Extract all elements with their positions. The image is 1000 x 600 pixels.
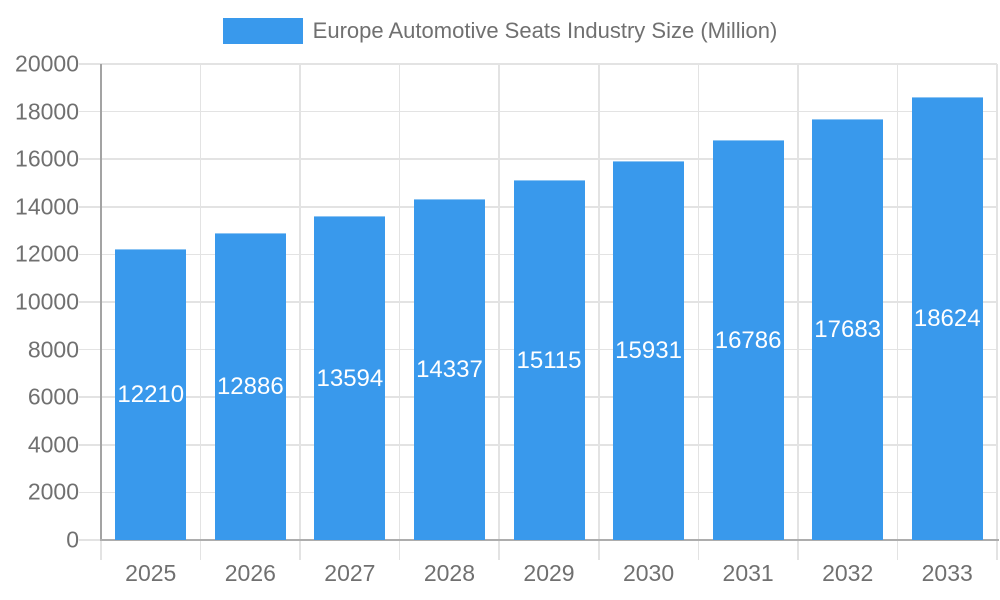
x-axis-tick	[996, 540, 998, 560]
x-axis-label: 2032	[822, 560, 874, 586]
y-axis-tick	[79, 348, 101, 351]
bar-2028[interactable]: 14337	[413, 198, 485, 540]
y-axis-label: 4000	[27, 431, 79, 458]
horizontal-gridline	[101, 63, 997, 65]
vertical-gridline	[996, 64, 998, 540]
legend-label: Europe Automotive Seats Industry Size (M…	[312, 18, 778, 43]
x-axis-label: 2028	[423, 560, 476, 586]
x-axis-label: 2031	[722, 560, 774, 586]
legend-swatch	[222, 18, 303, 44]
y-axis-tick	[79, 444, 101, 446]
x-axis-label: 2029	[523, 560, 575, 586]
y-axis-tick	[79, 63, 101, 65]
vertical-gridline	[598, 64, 600, 540]
x-axis-tick	[598, 540, 600, 560]
vertical-gridline	[896, 64, 899, 540]
legend[interactable]: Europe Automotive Seats Industry Size (M…	[0, 18, 1000, 44]
vertical-gridline	[299, 64, 301, 540]
bar-2030[interactable]: 15931	[613, 160, 685, 540]
bar-value-label: 16786	[714, 326, 782, 354]
y-axis-label: 12000	[15, 240, 79, 267]
bar-value-label: 15115	[516, 346, 582, 374]
y-axis-label: 16000	[15, 145, 79, 172]
x-axis-tick	[299, 540, 301, 560]
y-axis-label: 10000	[15, 288, 79, 315]
bar-2027[interactable]: 13594	[314, 216, 386, 540]
x-axis-line	[100, 539, 999, 541]
x-axis-tick	[398, 540, 401, 560]
bar-2026[interactable]: 12886	[214, 233, 286, 540]
vertical-gridline	[697, 64, 700, 540]
x-axis-tick	[498, 540, 500, 560]
x-axis-label: 2030	[622, 560, 675, 586]
y-axis-tick	[79, 301, 101, 303]
bar-2031[interactable]: 16786	[712, 140, 784, 540]
y-axis-tick	[79, 158, 101, 160]
bar-value-label: 18624	[913, 304, 981, 332]
y-axis-tick	[79, 253, 101, 256]
x-axis-label: 2026	[224, 560, 276, 586]
y-axis-label: 18000	[15, 98, 79, 125]
x-axis-label: 2027	[324, 560, 376, 586]
bar-2032[interactable]: 17683	[812, 119, 884, 540]
x-axis-label: 2033	[921, 560, 973, 586]
bar-value-label: 15931	[615, 336, 682, 364]
x-axis-label: 2025	[125, 560, 177, 586]
horizontal-gridline	[101, 110, 997, 113]
y-axis-label: 0	[66, 526, 79, 553]
plot-area: 12210 12886 13594 14337 15115 15931 16786 17683…	[79, 63, 999, 560]
bar-2029[interactable]: 15115	[513, 180, 585, 540]
y-axis-line	[100, 64, 102, 540]
y-axis-label: 8000	[27, 336, 79, 363]
y-axis-label: 6000	[27, 383, 79, 410]
vertical-gridline	[199, 64, 202, 540]
x-axis-tick	[896, 540, 899, 560]
bar-2033[interactable]: 18624	[911, 96, 983, 540]
x-axis-tick	[199, 540, 202, 560]
bar-value-label: 14337	[416, 355, 483, 383]
vertical-gridline	[797, 64, 799, 540]
y-axis-label: 20000	[15, 50, 79, 77]
y-axis-tick	[79, 206, 101, 208]
y-axis-tick	[79, 539, 101, 541]
vertical-gridline	[498, 64, 500, 540]
x-axis-tick	[797, 540, 799, 560]
y-axis-tick	[79, 396, 101, 398]
y-axis-label: 14000	[15, 193, 79, 220]
bar-value-label: 13594	[316, 364, 384, 392]
y-axis-tick	[79, 491, 101, 494]
bar-value-label: 12210	[117, 381, 185, 409]
bar-value-label: 12886	[216, 373, 284, 401]
y-axis-label: 2000	[27, 478, 79, 505]
horizontal-gridline	[101, 158, 997, 160]
y-axis-tick	[79, 110, 101, 113]
bar-2025[interactable]: 12210	[115, 249, 187, 540]
bar-value-label: 17683	[814, 316, 882, 344]
x-axis-tick	[100, 540, 102, 560]
vertical-gridline	[398, 64, 401, 540]
x-axis-tick	[697, 540, 700, 560]
